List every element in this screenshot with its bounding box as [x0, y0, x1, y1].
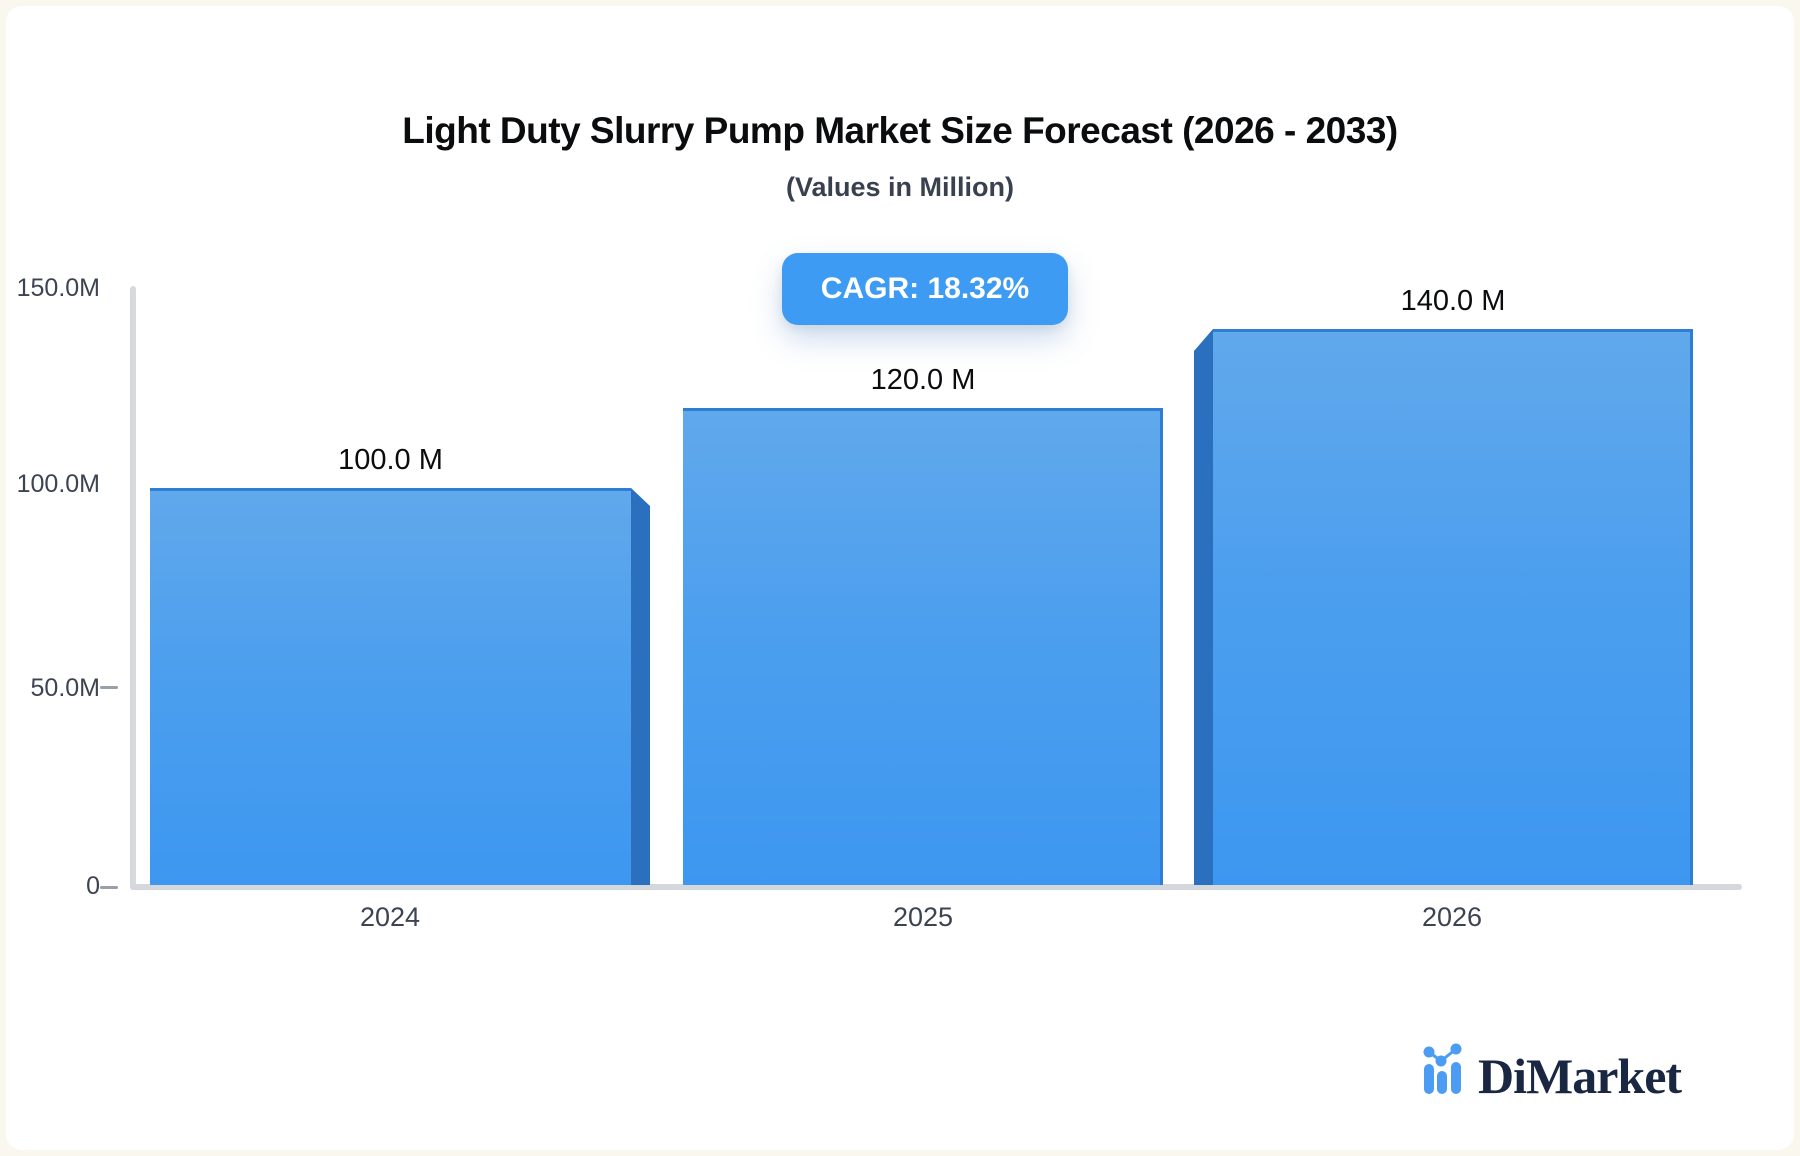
x-axis-label-2026: 2026: [1421, 902, 1483, 932]
chart-title: Light Duty Slurry Pump Market Size Forec…: [402, 110, 1398, 151]
y-axis-tick-label: 50.0M: [30, 674, 100, 702]
bar-2025[interactable]: [683, 408, 1163, 885]
x-axis-label-2025: 2025: [892, 902, 954, 932]
brand-name: DiMarket: [1478, 1048, 1682, 1104]
bar-2026-side-face: [1194, 329, 1213, 885]
bar-2025-value-label: 120.0 M: [870, 364, 976, 396]
y-axis-tick-label: 150.0M: [16, 274, 100, 302]
x-axis-label-2024: 2024: [359, 902, 421, 932]
y-axis-tick-mark: [100, 686, 118, 689]
brand-logo: DiMarket: [1420, 1040, 1682, 1104]
bar-2024-side-face: [631, 488, 650, 885]
x-axis-line: [130, 884, 1742, 890]
y-axis-tick-label: 100.0M: [16, 470, 100, 498]
bar-2026[interactable]: [1213, 329, 1693, 885]
bar-2026-value-label: 140.0 M: [1400, 285, 1506, 317]
bar-2024-value-label: 100.0 M: [338, 444, 443, 476]
cagr-badge: CAGR: 18.32%: [782, 253, 1068, 325]
y-axis-line: [130, 286, 136, 890]
y-axis-tick-mark: [100, 886, 118, 889]
y-axis-tick-label: 0: [86, 872, 100, 900]
chart-subtitle: (Values in Million): [785, 172, 1015, 202]
bar-2024[interactable]: [150, 488, 631, 885]
bar-chart-logo-icon: [1420, 1040, 1464, 1099]
